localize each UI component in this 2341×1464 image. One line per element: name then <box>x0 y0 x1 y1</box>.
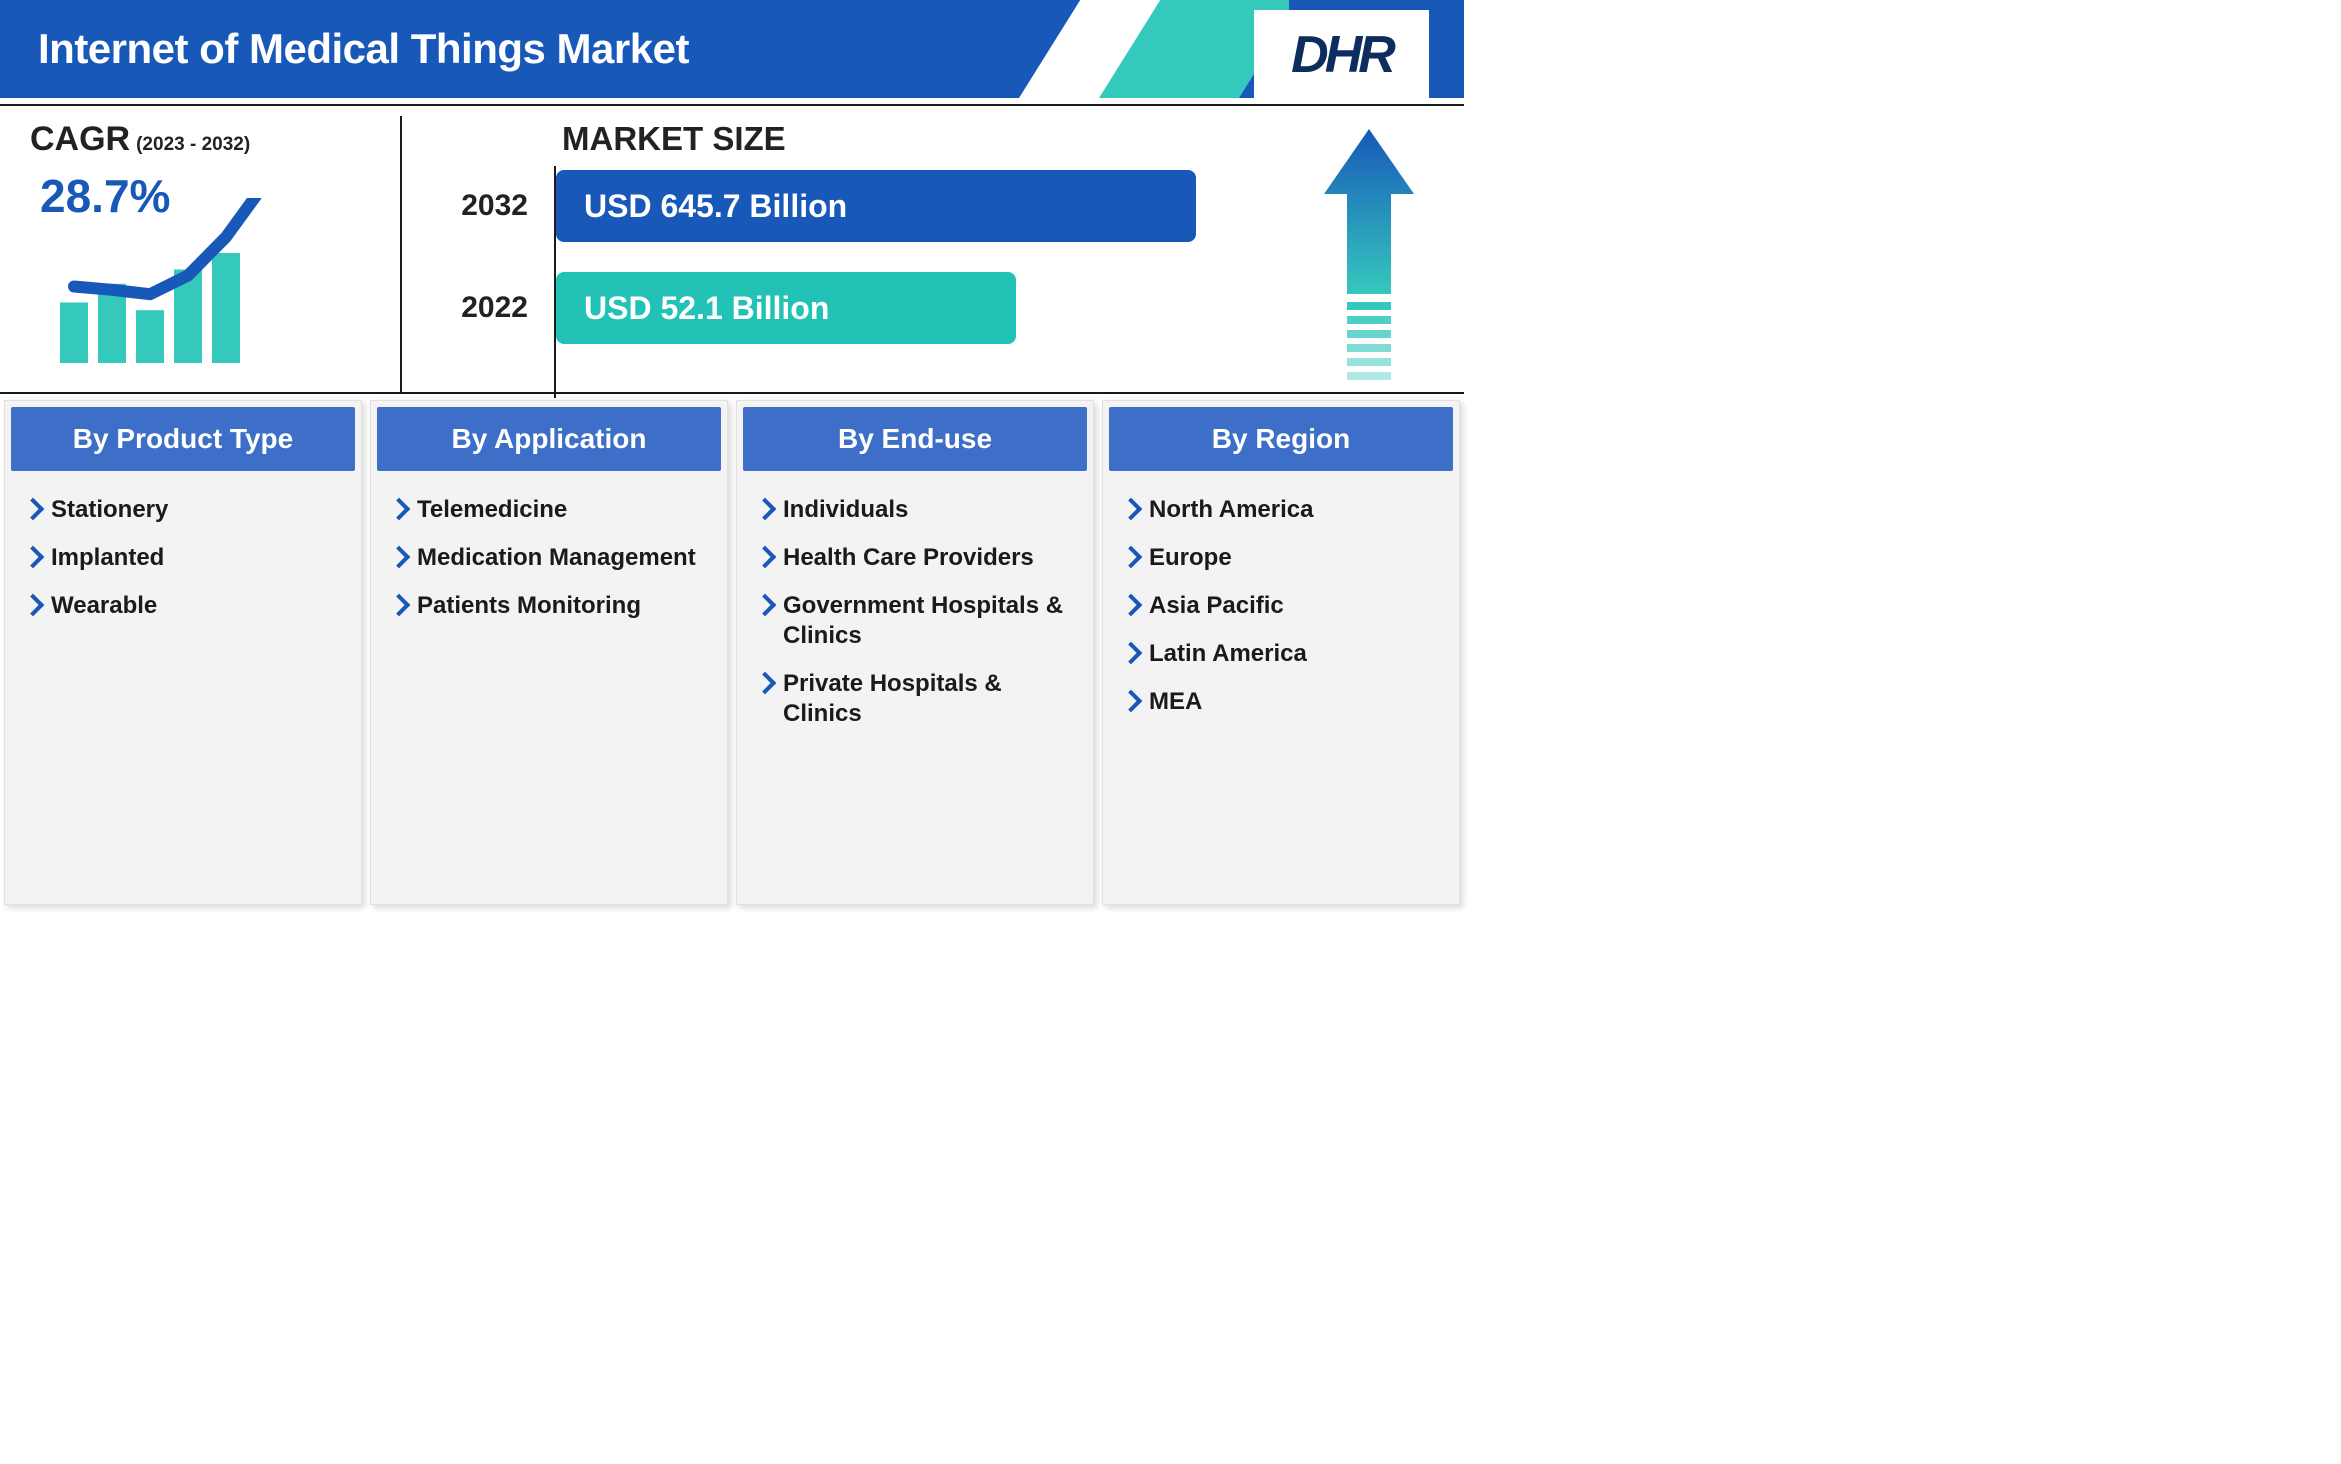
segment-card-header: By Application <box>377 407 721 471</box>
segment-card-item: Individuals <box>757 495 1077 525</box>
segment-cards-row: By Product Type Stationery Implanted Wearab… <box>0 394 1464 905</box>
cagr-block: CAGR (2023 - 2032) 28.7% <box>30 116 360 392</box>
market-size-year: 2022 <box>442 291 542 325</box>
growth-arrow-box <box>1304 116 1434 392</box>
segment-card: By Application Telemedicine Medication Man… <box>370 400 728 905</box>
metrics-row: CAGR (2023 - 2032) 28.7% MARKET SIZE 203… <box>0 104 1464 394</box>
segment-card-item: Wearable <box>25 591 345 621</box>
market-size-axis <box>554 166 556 398</box>
segment-card-header: By End-use <box>743 407 1087 471</box>
market-size-row: 2022 USD 52.1 Billion <box>442 272 1304 344</box>
segment-card-item: Health Care Providers <box>757 543 1077 573</box>
market-size-bar: USD 52.1 Billion <box>556 272 1016 344</box>
segment-card: By Region North America Europe Asia Pacific… <box>1102 400 1460 905</box>
cagr-label-main: CAGR <box>30 120 130 159</box>
page-title: Internet of Medical Things Market <box>38 25 689 73</box>
segment-card-item: Latin America <box>1123 639 1443 669</box>
market-size-bar: USD 645.7 Billion <box>556 170 1196 242</box>
market-size-bar-area: 2032 USD 645.7 Billion 2022 USD 52.1 Billio… <box>442 170 1304 344</box>
segment-card-header: By Region <box>1109 407 1453 471</box>
segment-card: By Product Type Stationery Implanted Wearab… <box>4 400 362 905</box>
segment-card-list: Stationery Implanted Wearable <box>5 477 361 639</box>
market-size-row: 2032 USD 645.7 Billion <box>442 170 1304 242</box>
logo-text: DHR <box>1291 25 1392 85</box>
segment-card-item: Stationery <box>25 495 345 525</box>
market-size-title: MARKET SIZE <box>562 120 1304 158</box>
cagr-mini-chart <box>50 198 300 358</box>
segment-card-item: Patients Monitoring <box>391 591 711 621</box>
segment-card-list: North America Europe Asia Pacific Latin Ame… <box>1103 477 1459 735</box>
segment-card-item: MEA <box>1123 687 1443 717</box>
logo-box: DHR <box>1254 10 1429 100</box>
segment-card-item: Asia Pacific <box>1123 591 1443 621</box>
segment-card-item: Implanted <box>25 543 345 573</box>
header-diagonal-accent <box>929 0 1289 98</box>
segment-card-list: Individuals Health Care Providers Governme… <box>737 477 1093 747</box>
growth-chart-icon <box>50 198 300 368</box>
segment-card-item: Government Hospitals & Clinics <box>757 591 1077 651</box>
cagr-label-range: (2023 - 2032) <box>136 134 250 156</box>
segment-card-list: Telemedicine Medication Management Patient… <box>371 477 727 639</box>
segment-card-item: Private Hospitals & Clinics <box>757 669 1077 729</box>
cagr-label: CAGR (2023 - 2032) <box>30 120 250 159</box>
header-banner: Internet of Medical Things Market DHR <box>0 0 1464 98</box>
market-size-year: 2032 <box>442 189 542 223</box>
segment-card-item: Europe <box>1123 543 1443 573</box>
segment-card: By End-use Individuals Health Care Provide… <box>736 400 1094 905</box>
segment-card-item: North America <box>1123 495 1443 525</box>
segment-card-item: Telemedicine <box>391 495 711 525</box>
segment-card-header: By Product Type <box>11 407 355 471</box>
market-size-block: MARKET SIZE 2032 USD 645.7 Billion 2022 USD… <box>400 116 1304 392</box>
segment-card-item: Medication Management <box>391 543 711 573</box>
up-arrow-icon <box>1319 124 1419 384</box>
